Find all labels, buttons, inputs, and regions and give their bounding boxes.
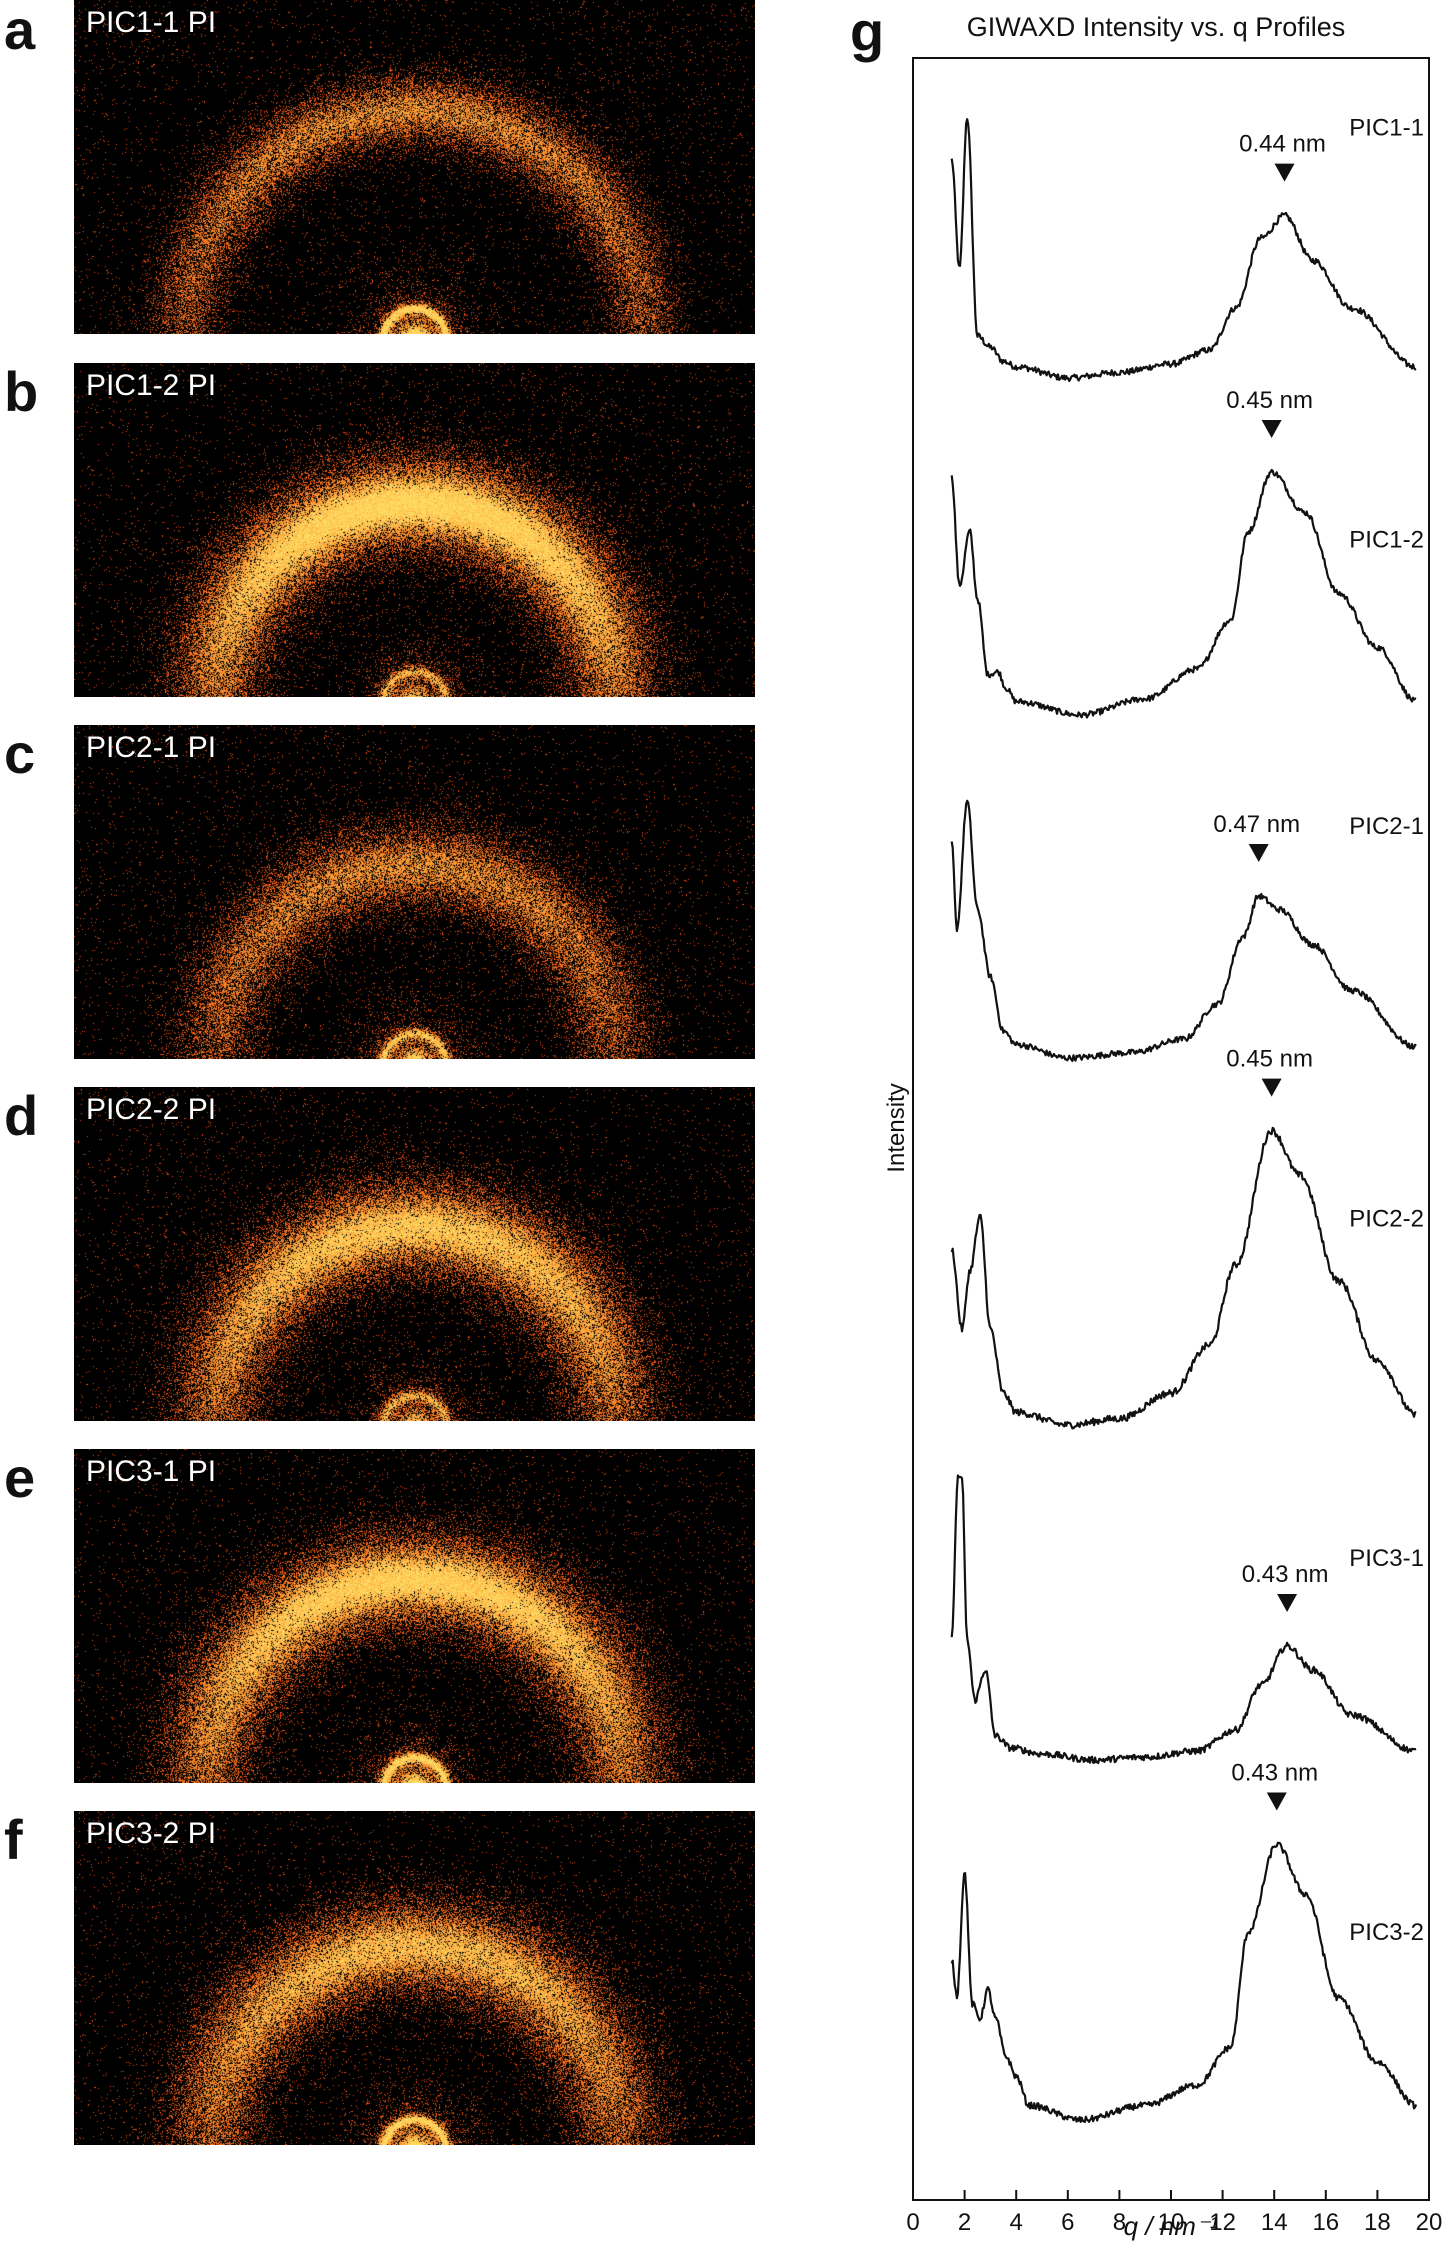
pattern-label-e: PIC3-1 PI <box>86 1455 217 1488</box>
peak-marker-icon <box>1266 1792 1287 1811</box>
peak-label: 0.47 nm <box>1213 811 1300 838</box>
peak-label: 0.45 nm <box>1226 387 1313 414</box>
x-tick-label: 10 <box>1158 2209 1185 2236</box>
series-name-label: PIC1-1 <box>1349 115 1424 142</box>
peak-label: 0.44 nm <box>1239 131 1326 158</box>
peak-marker-icon <box>1261 420 1282 438</box>
panel-e-letter: e <box>4 1446 36 1509</box>
chart-title: GIWAXD Intensity vs. q Profiles <box>967 12 1346 42</box>
x-tick-label: 18 <box>1364 2209 1391 2236</box>
x-tick-label: 4 <box>1010 2209 1023 2236</box>
peak-label: 0.43 nm <box>1231 1760 1318 1787</box>
pattern-panel-f: PIC3-2 PI <box>74 1811 755 2145</box>
series-name-label: PIC1-2 <box>1349 527 1424 554</box>
x-tick-label: 20 <box>1416 2209 1443 2236</box>
panel-c-letter: c <box>4 722 36 785</box>
x-tick-label: 16 <box>1312 2209 1339 2236</box>
series-line-pic2-2 <box>950 1126 1417 1430</box>
pattern-panel-c: PIC2-1 PI <box>74 725 755 1059</box>
peak-marker-icon <box>1248 844 1269 862</box>
pattern-label-c: PIC2-1 PI <box>86 731 217 764</box>
panel-d-letter: d <box>4 1084 39 1147</box>
pattern-image-e <box>74 1449 755 1783</box>
series-name-label: PIC3-2 <box>1349 1919 1424 1946</box>
panel-a-letter: a <box>4 0 36 61</box>
panel-b-letter: b <box>4 360 39 423</box>
pattern-image-d <box>74 1087 755 1421</box>
pattern-label-d: PIC2-2 PI <box>86 1093 217 1126</box>
x-tick-label: 12 <box>1209 2209 1236 2236</box>
pattern-image-b <box>74 363 755 697</box>
peak-label: 0.45 nm <box>1226 1046 1313 1073</box>
pattern-panel-a: PIC1-1 PI <box>74 0 755 334</box>
x-tick-label: 14 <box>1261 2209 1288 2236</box>
series-name-label: PIC3-1 <box>1349 1545 1424 1572</box>
pattern-panel-d: PIC2-2 PI <box>74 1087 755 1421</box>
peak-marker-icon <box>1277 1594 1298 1612</box>
pattern-label-b: PIC1-2 PI <box>86 369 217 402</box>
series-name-label: PIC2-2 <box>1349 1206 1424 1233</box>
x-axis-label: q / nm⁻¹ <box>1124 2211 1219 2241</box>
peak-marker-icon <box>1274 163 1295 182</box>
plot-frame <box>912 57 1430 2201</box>
pattern-panel-b: PIC1-2 PI <box>74 363 755 697</box>
pattern-image-f <box>74 1811 755 2145</box>
series-layer: 0.44 nm PIC1-1 0.45 nm PIC1-2 0.47 nm PIC2-1 0… <box>950 115 1424 2124</box>
series-name-label: PIC2-1 <box>1349 813 1424 840</box>
peak-label: 0.43 nm <box>1242 1561 1329 1588</box>
series-line-pic2-1 <box>950 799 1417 1062</box>
x-axis-ticks: 0 2 4 6 8 10 12 14 16 18 20 <box>906 2190 1442 2236</box>
x-tick-label: 2 <box>958 2209 971 2236</box>
x-tick-label: 8 <box>1113 2209 1126 2236</box>
pattern-image-c <box>74 725 755 1059</box>
panel-f-letter: f <box>4 1808 23 1871</box>
series-line-pic3-2 <box>950 1841 1418 2124</box>
pattern-label-f: PIC3-2 PI <box>86 1817 217 1850</box>
pattern-label-a: PIC1-1 PI <box>86 6 217 39</box>
pattern-image-a <box>74 0 755 334</box>
panel-g-letter: g <box>850 0 885 63</box>
x-tick-label: 6 <box>1061 2209 1074 2236</box>
peak-marker-icon <box>1261 1078 1282 1097</box>
series-line-pic3-1 <box>950 1474 1417 1765</box>
y-axis-label: Intensity <box>883 1083 910 1172</box>
x-tick-label: 0 <box>906 2209 919 2236</box>
series-line-pic1-2 <box>950 468 1417 719</box>
series-line-pic1-1 <box>950 118 1417 383</box>
pattern-panel-e: PIC3-1 PI <box>74 1449 755 1783</box>
